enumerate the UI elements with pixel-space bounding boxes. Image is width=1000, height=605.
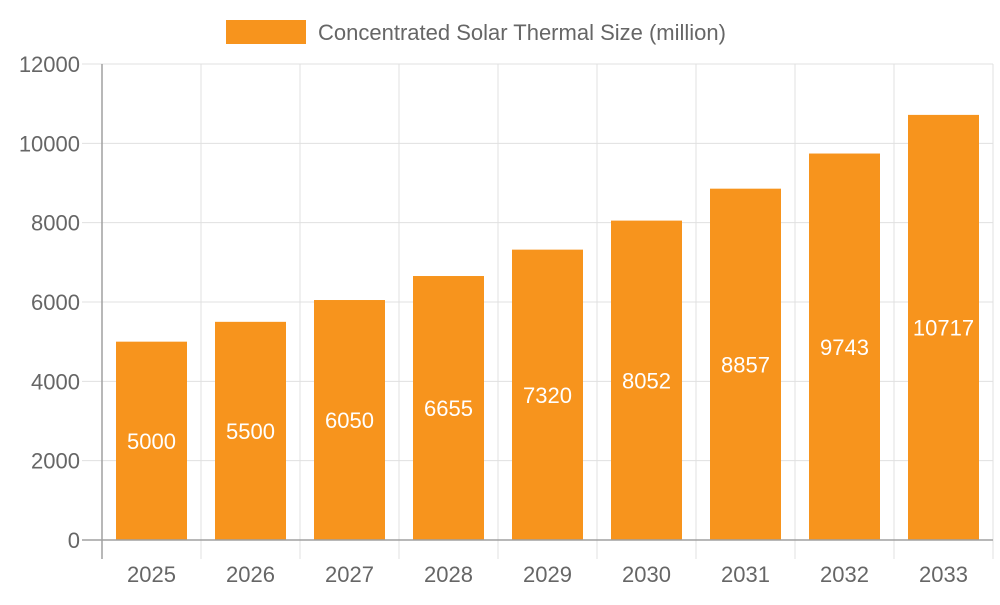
x-tick-label: 2025 — [127, 562, 176, 587]
data-label-2031: 8857 — [721, 352, 770, 377]
legend[interactable]: Concentrated Solar Thermal Size (million… — [226, 20, 726, 45]
x-tick-label: 2032 — [820, 562, 869, 587]
data-label-2029: 7320 — [523, 383, 572, 408]
y-tick-label: 0 — [68, 528, 80, 553]
x-tick-label: 2031 — [721, 562, 770, 587]
x-tick-label: 2030 — [622, 562, 671, 587]
legend-swatch — [226, 20, 306, 44]
bar-2026 — [215, 321, 286, 540]
data-labels: 5000 5500 6050 6655 7320 8052 8857 9743 10717 — [127, 315, 974, 453]
grid — [82, 63, 994, 559]
bar-2032 — [809, 153, 880, 541]
data-label-2030: 8052 — [622, 368, 671, 393]
data-label-2027: 6050 — [325, 408, 374, 433]
data-label-2033: 10717 — [913, 315, 974, 340]
bar-2031 — [710, 188, 781, 540]
x-tick-label: 2027 — [325, 562, 374, 587]
y-tick-label: 6000 — [31, 290, 80, 315]
x-tick-label: 2028 — [424, 562, 473, 587]
bar-2025 — [116, 341, 187, 540]
y-tick-label: 10000 — [19, 131, 80, 156]
data-label-2025: 5000 — [127, 429, 176, 454]
x-tick-label: 2033 — [919, 562, 968, 587]
legend-label: Concentrated Solar Thermal Size (million… — [318, 20, 726, 45]
data-label-2026: 5500 — [226, 419, 275, 444]
y-tick-label: 12000 — [19, 52, 80, 77]
bar-2033 — [908, 114, 979, 540]
y-tick-label: 2000 — [31, 449, 80, 474]
bar-2029 — [512, 249, 583, 540]
bar-2028 — [413, 276, 484, 540]
axes: 0 2000 4000 6000 8000 10000 12000 2025 2026 2027 2… — [19, 52, 993, 587]
bars — [116, 114, 979, 541]
bar-2027 — [314, 300, 385, 540]
data-label-2032: 9743 — [820, 335, 869, 360]
y-tick-label: 8000 — [31, 211, 80, 236]
x-tick-label: 2029 — [523, 562, 572, 587]
data-label-2028: 6655 — [424, 396, 473, 421]
bar-2030 — [611, 220, 682, 540]
y-tick-label: 4000 — [31, 369, 80, 394]
x-tick-label: 2026 — [226, 562, 275, 587]
